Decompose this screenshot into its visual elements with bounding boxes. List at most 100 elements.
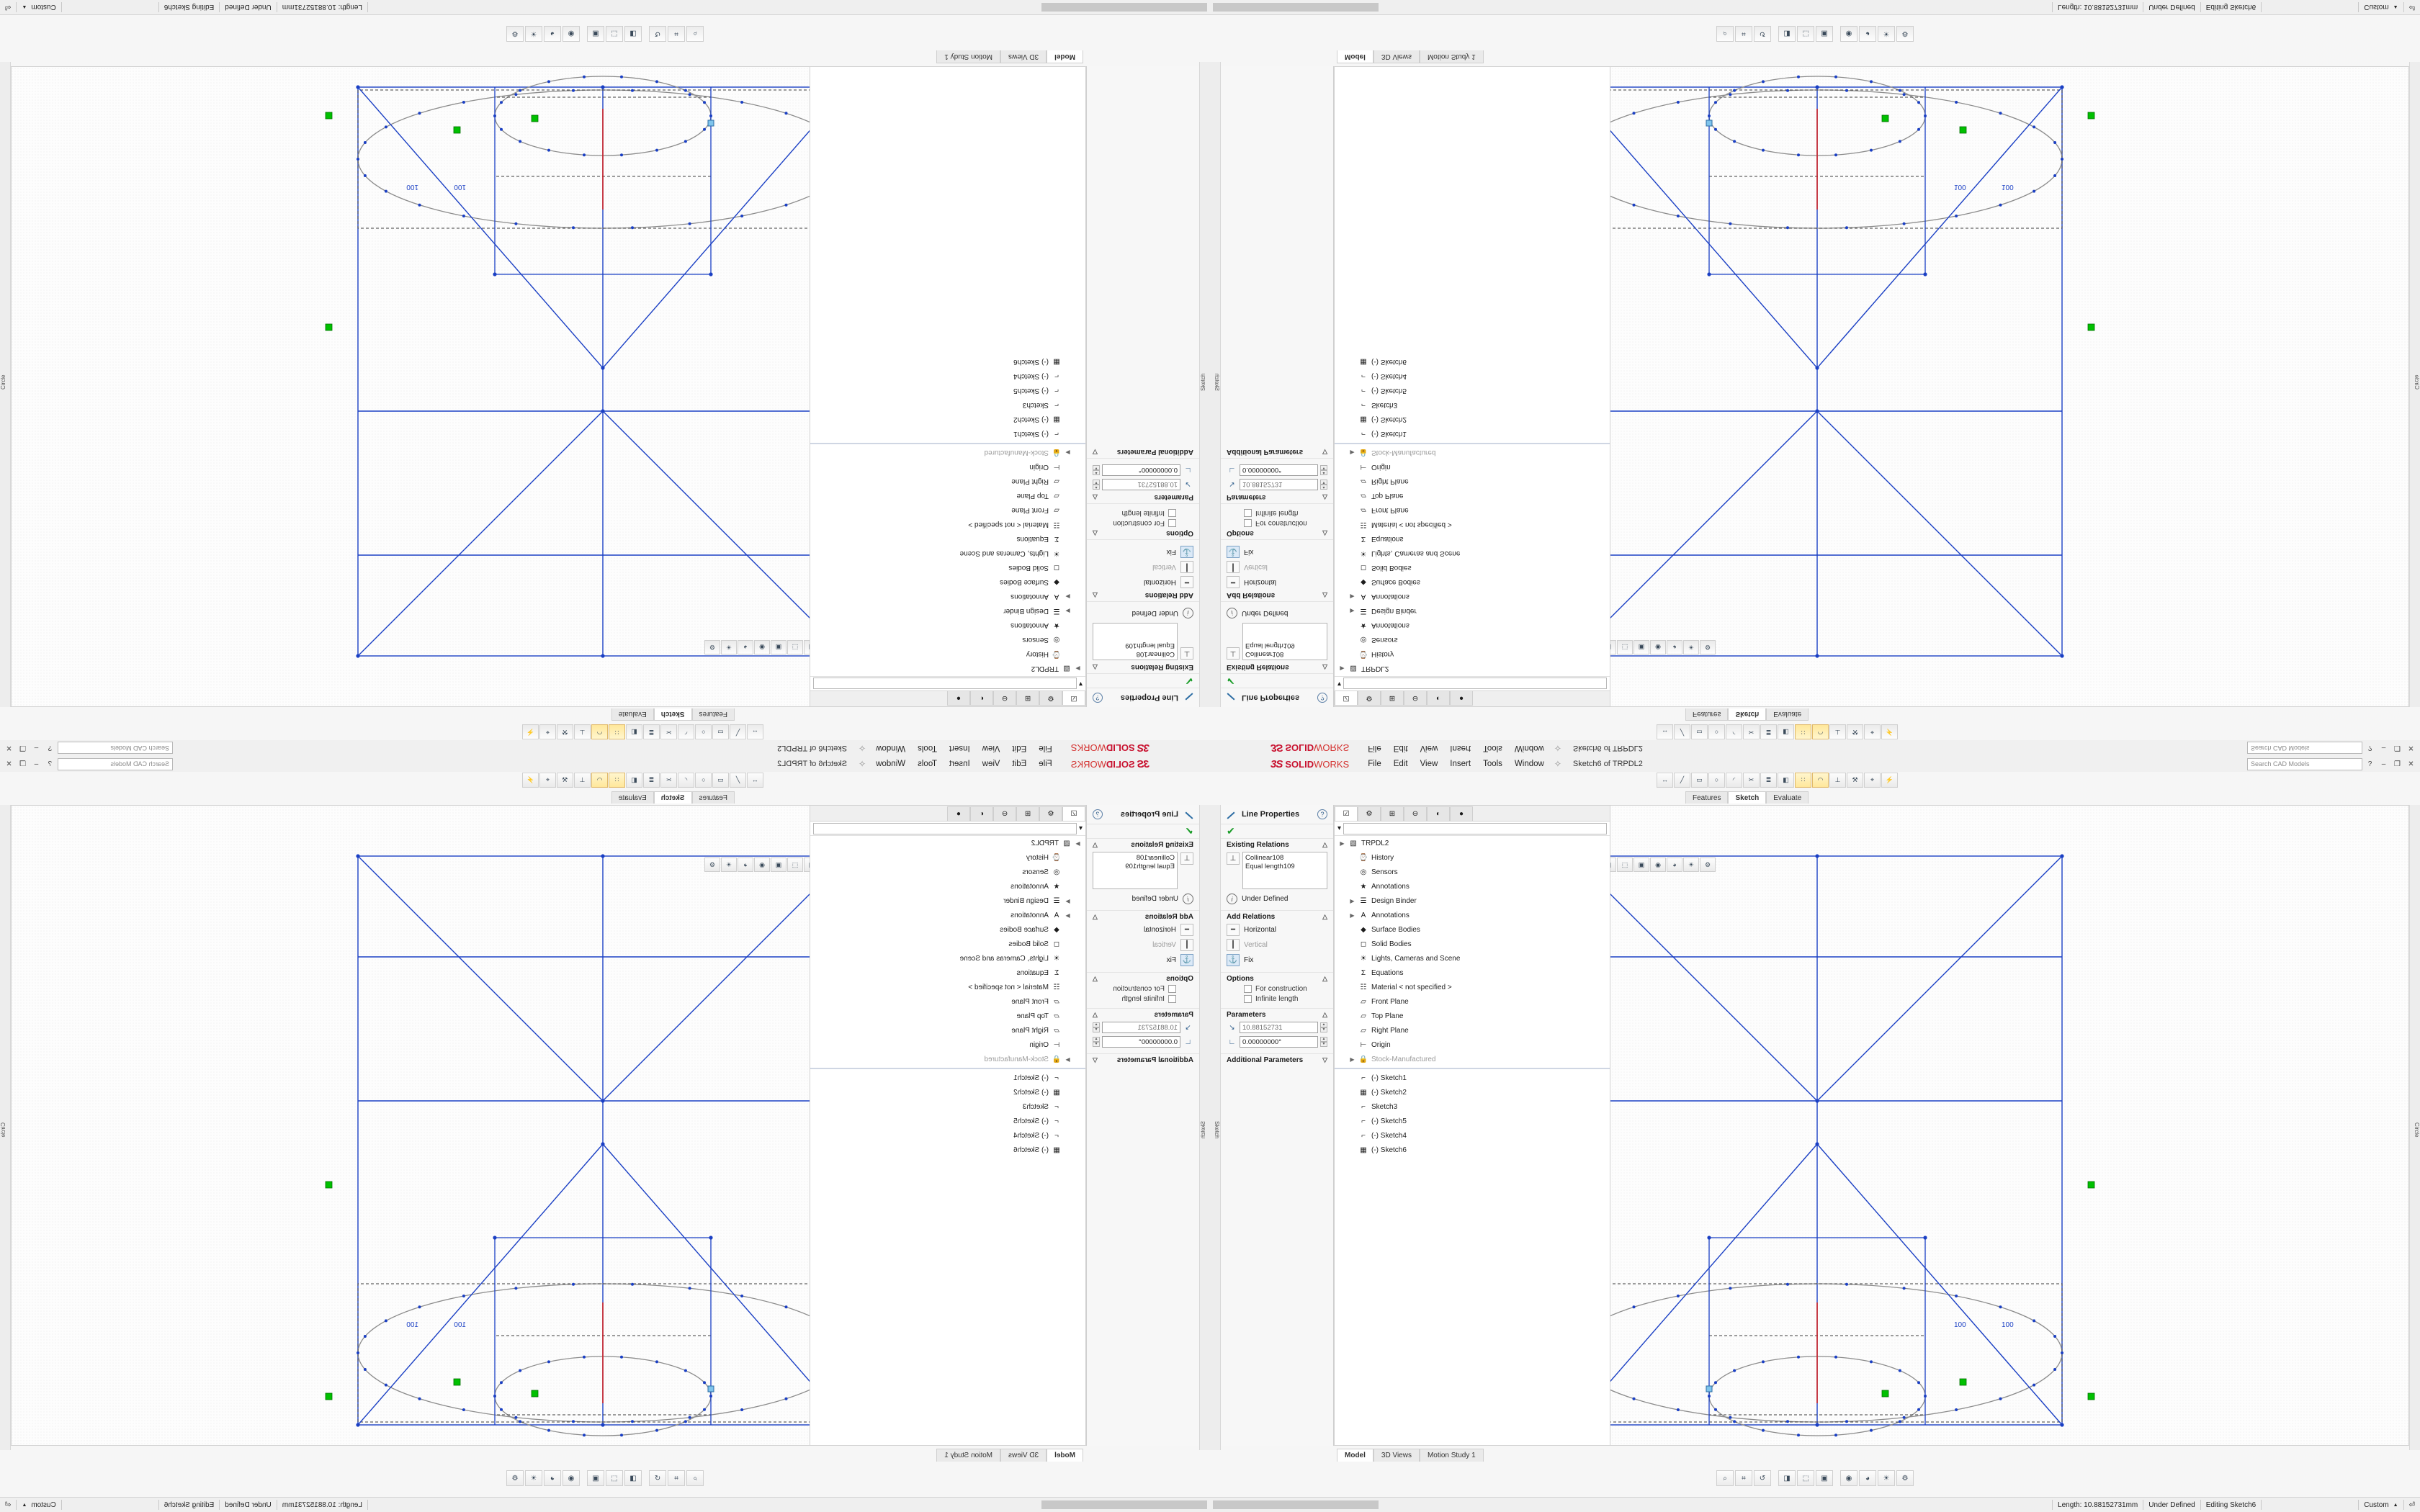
command-tab-features[interactable]: Features [691, 791, 735, 804]
display-style-icon[interactable]: ▣ [587, 1470, 604, 1486]
existing-relations-list[interactable]: Collinear108 Equal length109 [1093, 852, 1178, 889]
dimxpert-manager-icon[interactable]: ⊖ [993, 806, 1016, 821]
mirror-icon[interactable]: ◧ [626, 772, 642, 788]
checkbox-box[interactable] [1244, 995, 1252, 1003]
tree-node[interactable]: ▶ ▧ TRPDL2 [810, 836, 1085, 850]
menu-insert[interactable]: Insert [1450, 744, 1471, 752]
length-input[interactable]: 10.88152731 [1240, 479, 1318, 490]
configuration-manager-icon[interactable]: ⊞ [1381, 806, 1404, 821]
quick-snaps-icon[interactable]: ⌖ [539, 724, 556, 740]
tree-node[interactable]: Σ Equations [1335, 966, 1610, 980]
zoom-to-fit-icon[interactable]: ⌕ [1716, 26, 1734, 42]
tree-node-list[interactable]: ▶ ▧ TRPDL2 ⌚ History ◎ Sensors ★ Annotations ▶ ☰ De… [1335, 836, 1610, 1157]
search-input[interactable]: Search CAD Models [2247, 742, 2362, 755]
display-style-icon[interactable]: ▣ [587, 26, 604, 42]
tree-node[interactable]: ▱ Front Plane [810, 994, 1085, 1009]
menu-tools[interactable]: Tools [1483, 744, 1502, 752]
menu-view[interactable]: View [982, 760, 1000, 768]
chevron-down-icon[interactable]: ▽ [1093, 449, 1098, 456]
bottom-tab-model[interactable]: Model [1047, 1449, 1083, 1462]
dimension-label-4[interactable]: 100 [406, 183, 418, 191]
expand-arrow-icon[interactable]: ▶ [1065, 897, 1070, 904]
length-stepper[interactable]: ▲ ▼ [1320, 480, 1327, 490]
tree-node[interactable]: ▱ Front Plane [1335, 503, 1610, 518]
section-view-icon[interactable]: ◨ [1778, 26, 1796, 42]
expand-arrow-icon[interactable]: ▶ [1065, 608, 1070, 615]
tree-node[interactable]: ▱ Right Plane [1335, 1023, 1610, 1038]
menu-file[interactable]: File [1039, 744, 1052, 752]
bottom-tab-3d-views[interactable]: 3D Views [1373, 1449, 1420, 1462]
tree-node[interactable]: Σ Equations [1335, 532, 1610, 546]
trim-icon[interactable]: ✂ [660, 772, 677, 788]
chevron-up-icon[interactable]: △ [1322, 975, 1327, 982]
tree-node[interactable]: ▶ ☰ Design Binder [1335, 894, 1610, 908]
tree-node[interactable]: ▶ 🔒 Stock-Manufactured [1335, 1052, 1610, 1066]
relation-item-1[interactable]: Equal length109 [1125, 642, 1175, 649]
chevron-up-icon[interactable]: ▲ [22, 4, 27, 10]
command-tab-features[interactable]: Features [691, 708, 735, 721]
tree-node[interactable]: ⌐ (-) Sketch1 [810, 427, 1085, 441]
tree-node[interactable]: ▱ Right Plane [1335, 474, 1610, 489]
tree-node[interactable]: ▶ A Annotations [810, 590, 1085, 604]
menu-bar[interactable]: File Edit View Insert Tools Window [876, 744, 1052, 752]
filter-icon[interactable]: ▾ [1337, 680, 1342, 688]
left-toolbar-tabs[interactable]: SketchFeaturesSurfacesSheet MetalWeldmen… [1199, 805, 1210, 1450]
tree-node[interactable]: ◻ Solid Bodies [1335, 561, 1610, 575]
length-stepper[interactable]: ▲ ▼ [1320, 1022, 1327, 1032]
tree-node[interactable]: ⊢ Origin [810, 1038, 1085, 1052]
bottom-tab-3d-views[interactable]: 3D Views [1373, 50, 1420, 63]
menu-tools[interactable]: Tools [918, 744, 937, 752]
right-toolbar-tabs[interactable]: CirclePerimeter CircleCenterpoint ArcTan… [0, 62, 324, 707]
smart-dimension-icon[interactable]: ↔ [1657, 772, 1673, 788]
bottom-tab-row[interactable]: Model 3D Views Motion Study 1 [1334, 50, 2409, 65]
tree-node[interactable]: ☀ Lights, Cameras and Scene [810, 951, 1085, 966]
left-toolbar-tabs[interactable]: SketchFeaturesSurfacesSheet MetalWeldmen… [1210, 805, 1221, 1450]
apply-scene-icon[interactable]: ☀ [525, 26, 542, 42]
menu-tools[interactable]: Tools [918, 760, 937, 768]
toolbar-tab-sketch[interactable]: Sketch [1200, 373, 1206, 392]
pattern-icon[interactable]: ∷ [1795, 724, 1811, 740]
add-relation-fix[interactable]: ⚓ Fix [1093, 546, 1193, 558]
add-relation-horizontal[interactable]: ━ Horizontal [1093, 576, 1193, 588]
checkbox-for-construction[interactable]: For construction [1093, 985, 1176, 993]
close-icon[interactable]: ✕ [2408, 760, 2414, 768]
pin-icon[interactable]: ✧ [859, 743, 866, 753]
fillet-icon[interactable]: ◠ [591, 724, 608, 740]
expand-arrow-icon[interactable]: ▶ [1350, 608, 1355, 615]
angle-stepper[interactable]: ▲ ▼ [1093, 1037, 1100, 1047]
menu-edit[interactable]: Edit [1393, 760, 1408, 768]
expand-arrow-icon[interactable]: ▶ [1065, 1056, 1070, 1063]
tree-node[interactable]: ▶ 🔒 Stock-Manufactured [810, 1052, 1085, 1066]
offset-icon[interactable]: ≣ [1760, 772, 1777, 788]
menu-edit[interactable]: Edit [1012, 744, 1027, 752]
tree-node[interactable]: ◆ Surface Bodies [810, 922, 1085, 937]
checkbox-box[interactable] [1168, 509, 1176, 517]
checkbox-for-construction[interactable]: For construction [1093, 519, 1176, 527]
checkbox-infinite-length[interactable]: Infinite length [1244, 995, 1327, 1003]
chevron-up-icon[interactable]: △ [1322, 530, 1327, 537]
tree-node[interactable]: ⌐ (-) Sketch5 [1335, 1114, 1610, 1128]
green-check-icon[interactable]: ✔ [1185, 825, 1193, 837]
expand-arrow-icon[interactable]: ▶ [1350, 897, 1355, 904]
menu-file[interactable]: File [1368, 760, 1381, 768]
appearance-icon[interactable]: ● [947, 806, 970, 821]
checkbox-for-construction[interactable]: For construction [1244, 985, 1327, 993]
line-icon[interactable]: ╱ [730, 772, 746, 788]
view-orientation-icon[interactable]: ⬚ [606, 26, 623, 42]
chevron-up-icon[interactable]: △ [1322, 913, 1327, 920]
configuration-manager-icon[interactable]: ⊞ [1016, 691, 1039, 706]
menu-view[interactable]: View [1420, 760, 1438, 768]
tree-node[interactable]: ▱ Top Plane [1335, 489, 1610, 503]
chevron-up-icon[interactable]: ▲ [22, 1502, 27, 1508]
menu-insert[interactable]: Insert [949, 744, 970, 752]
length-input[interactable]: 10.88152731 [1102, 479, 1180, 490]
menu-edit[interactable]: Edit [1012, 760, 1027, 768]
feature-manager-tree[interactable]: ☑ ⚙ ⊞ ⊖ ◐ ● ▾ ▶ ▧ TRPDL2 ⌚ History ◎ Sensors ★ Annota… [1334, 66, 1610, 707]
command-tab-row[interactable]: Features Sketch Evaluate [0, 708, 1210, 724]
tree-node[interactable]: ⊢ Origin [1335, 460, 1610, 474]
hide-show-icon[interactable]: ◉ [563, 1470, 580, 1486]
zoom-to-fit-icon[interactable]: ⌕ [686, 1470, 704, 1486]
bottom-tab-row[interactable]: Model 3D Views Motion Study 1 [11, 50, 1086, 65]
add-relation-vertical[interactable]: ┃ Vertical [1227, 561, 1327, 573]
circle-icon[interactable]: ○ [695, 724, 712, 740]
